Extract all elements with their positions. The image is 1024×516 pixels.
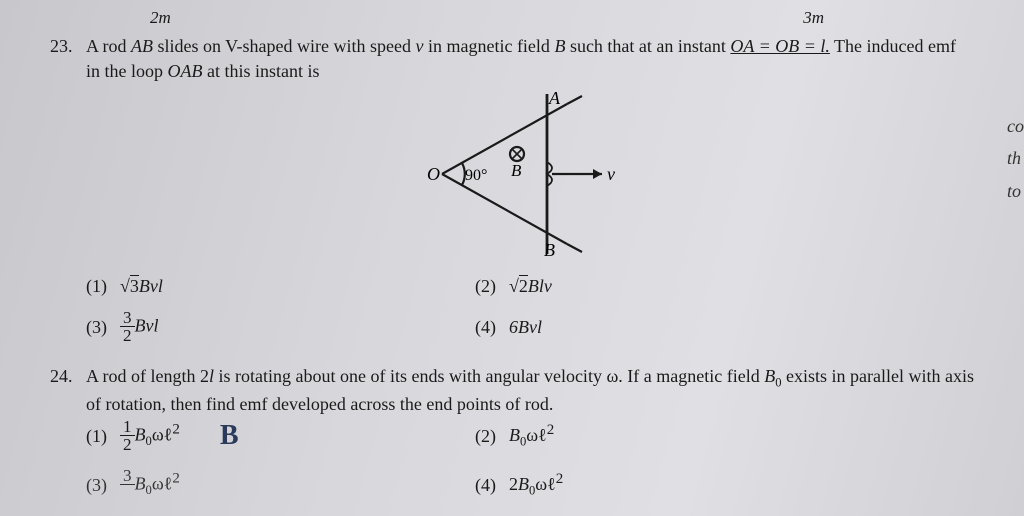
q24-o2-num: (2) xyxy=(475,426,509,447)
q24-option-4: (4) 2B0ωℓ2 xyxy=(475,467,804,504)
q23-o3-fn: 3 xyxy=(120,309,135,327)
q24-option-2: (2) B0ωℓ2 xyxy=(475,418,804,455)
q23-o4-rest: 6Bvl xyxy=(509,317,542,338)
q24-o4-num: (4) xyxy=(475,475,509,496)
ext-a xyxy=(567,96,582,104)
q23-option-1: (1) √3Bvl xyxy=(86,276,415,297)
q23-header: 23. A rod AB slides on V-shaped wire wit… xyxy=(50,34,1004,84)
q23-oab: OAB xyxy=(168,61,203,81)
q24-o1-fn: 1 xyxy=(120,418,135,436)
q24-b0: B xyxy=(764,366,775,386)
q24-o3-frac: 3 xyxy=(120,467,135,504)
label-o: O xyxy=(427,164,440,184)
q23-text: A rod AB slides on V-shaped wire with sp… xyxy=(86,34,1004,84)
q23-diagram: O A B 90° B v xyxy=(50,92,1004,262)
q23-o2-rest: Blv xyxy=(528,276,552,296)
q24-o3-b: B xyxy=(135,473,146,493)
q23-o1-val: √3Bvl xyxy=(120,276,163,297)
q24-option-1: (1) 12B0ωℓ2 B xyxy=(86,418,415,455)
q24-o1-b: B xyxy=(135,424,146,444)
q23-ab: AB xyxy=(131,36,153,56)
q24-o2-sup: 2 xyxy=(547,422,555,438)
q24-header: 24. A rod of length 2l is rotating about… xyxy=(50,364,1004,417)
q23-o2-val: √2Blv xyxy=(509,276,552,297)
q24-o2-val: B0ωℓ2 xyxy=(509,422,554,450)
q24-o1-val: 12B0ωℓ2 xyxy=(120,418,180,455)
q23-t3: in magnetic field xyxy=(423,36,554,56)
top-right-frag: 3m xyxy=(803,8,824,28)
q24-o1-fd: 2 xyxy=(120,436,135,455)
q23-b: B xyxy=(554,36,565,56)
label-a: A xyxy=(548,92,561,108)
q24-o4-b: B xyxy=(518,474,529,494)
q23-o2-num: (2) xyxy=(475,276,509,297)
q24-o1-rest: ωℓ xyxy=(152,424,172,444)
q24-options: (1) 12B0ωℓ2 B (2) B0ωℓ2 (3) 3 B0ωℓ2 (4) … xyxy=(86,418,804,504)
side-l2: th xyxy=(1007,142,1024,174)
q24-t1: A rod of length 2 xyxy=(86,366,209,386)
q24-o3-fn: 3 xyxy=(120,467,135,485)
q23-o1-rest: Bvl xyxy=(139,276,163,296)
v-arrowhead xyxy=(593,169,602,179)
q23-o2-sqrt: 2 xyxy=(519,275,528,296)
side-cutoff-text: co th to xyxy=(1007,110,1024,207)
q23-t1: A rod xyxy=(86,36,131,56)
q24-o2-rest: ωℓ xyxy=(526,425,546,445)
q23-oaob: OA = OB = l. xyxy=(730,36,829,56)
q23-o3-frac: 32 xyxy=(120,309,135,346)
q24-o1-sup: 2 xyxy=(172,421,180,437)
q24-o4-pre: 2 xyxy=(509,474,518,494)
q23-o3-num: (3) xyxy=(86,317,120,338)
label-b-bottom: B xyxy=(544,240,555,257)
q24-number: 24. xyxy=(50,364,86,417)
q23-options: (1) √3Bvl (2) √2Blv (3) 32Bvl (4) 6Bvl xyxy=(86,276,804,346)
q23-t2: slides on V-shaped wire with speed xyxy=(153,36,415,56)
q24-o3-sup: 2 xyxy=(172,470,180,486)
side-l1: co xyxy=(1007,110,1024,142)
q23-o1-num: (1) xyxy=(86,276,120,297)
ext-b xyxy=(567,244,582,252)
q23-o1-sqrt: 3 xyxy=(130,275,139,296)
label-angle: 90° xyxy=(465,167,487,184)
q24-o1-num: (1) xyxy=(86,426,120,447)
q24-t2: is rotating about one of its ends with a… xyxy=(214,366,764,386)
q23-option-3: (3) 32Bvl xyxy=(86,309,415,346)
q23-t6: at this instant is xyxy=(203,61,320,81)
q23-number: 23. xyxy=(50,34,86,84)
handwritten-b: B xyxy=(220,420,239,452)
q24-o3-num: (3) xyxy=(86,475,120,496)
top-fragments: 2m 3m xyxy=(50,8,1004,28)
question-24: 24. A rod of length 2l is rotating about… xyxy=(50,364,1004,503)
q23-o4-num: (4) xyxy=(475,317,509,338)
v-wire-diagram: O A B 90° B v xyxy=(387,92,667,257)
q24-o3-val: 3 B0ωℓ2 xyxy=(120,467,180,504)
q23-option-4: (4) 6Bvl xyxy=(475,309,804,346)
q24-option-3: (3) 3 B0ωℓ2 xyxy=(86,467,415,504)
label-v: v xyxy=(607,164,615,184)
label-bfield: B xyxy=(511,161,522,180)
q23-o3-rest: Bvl xyxy=(135,316,159,336)
q23-o3-fd: 2 xyxy=(120,327,135,346)
q23-o3-val: 32Bvl xyxy=(120,309,159,346)
q24-o2-b: B xyxy=(509,425,520,445)
q23-t4: such that at an instant xyxy=(565,36,730,56)
side-l3: to xyxy=(1007,175,1024,207)
q24-o3-rest: ωℓ xyxy=(152,473,172,493)
question-23: 23. A rod AB slides on V-shaped wire wit… xyxy=(50,34,1004,346)
q24-text: A rod of length 2l is rotating about one… xyxy=(86,364,1004,417)
q23-option-2: (2) √2Blv xyxy=(475,276,804,297)
q24-o4-sup: 2 xyxy=(556,471,564,487)
q24-o4-val: 2B0ωℓ2 xyxy=(509,471,563,499)
top-left-frag: 2m xyxy=(150,8,171,28)
q24-o4-rest: ωℓ xyxy=(535,474,555,494)
q24-o1-frac: 12 xyxy=(120,418,135,455)
